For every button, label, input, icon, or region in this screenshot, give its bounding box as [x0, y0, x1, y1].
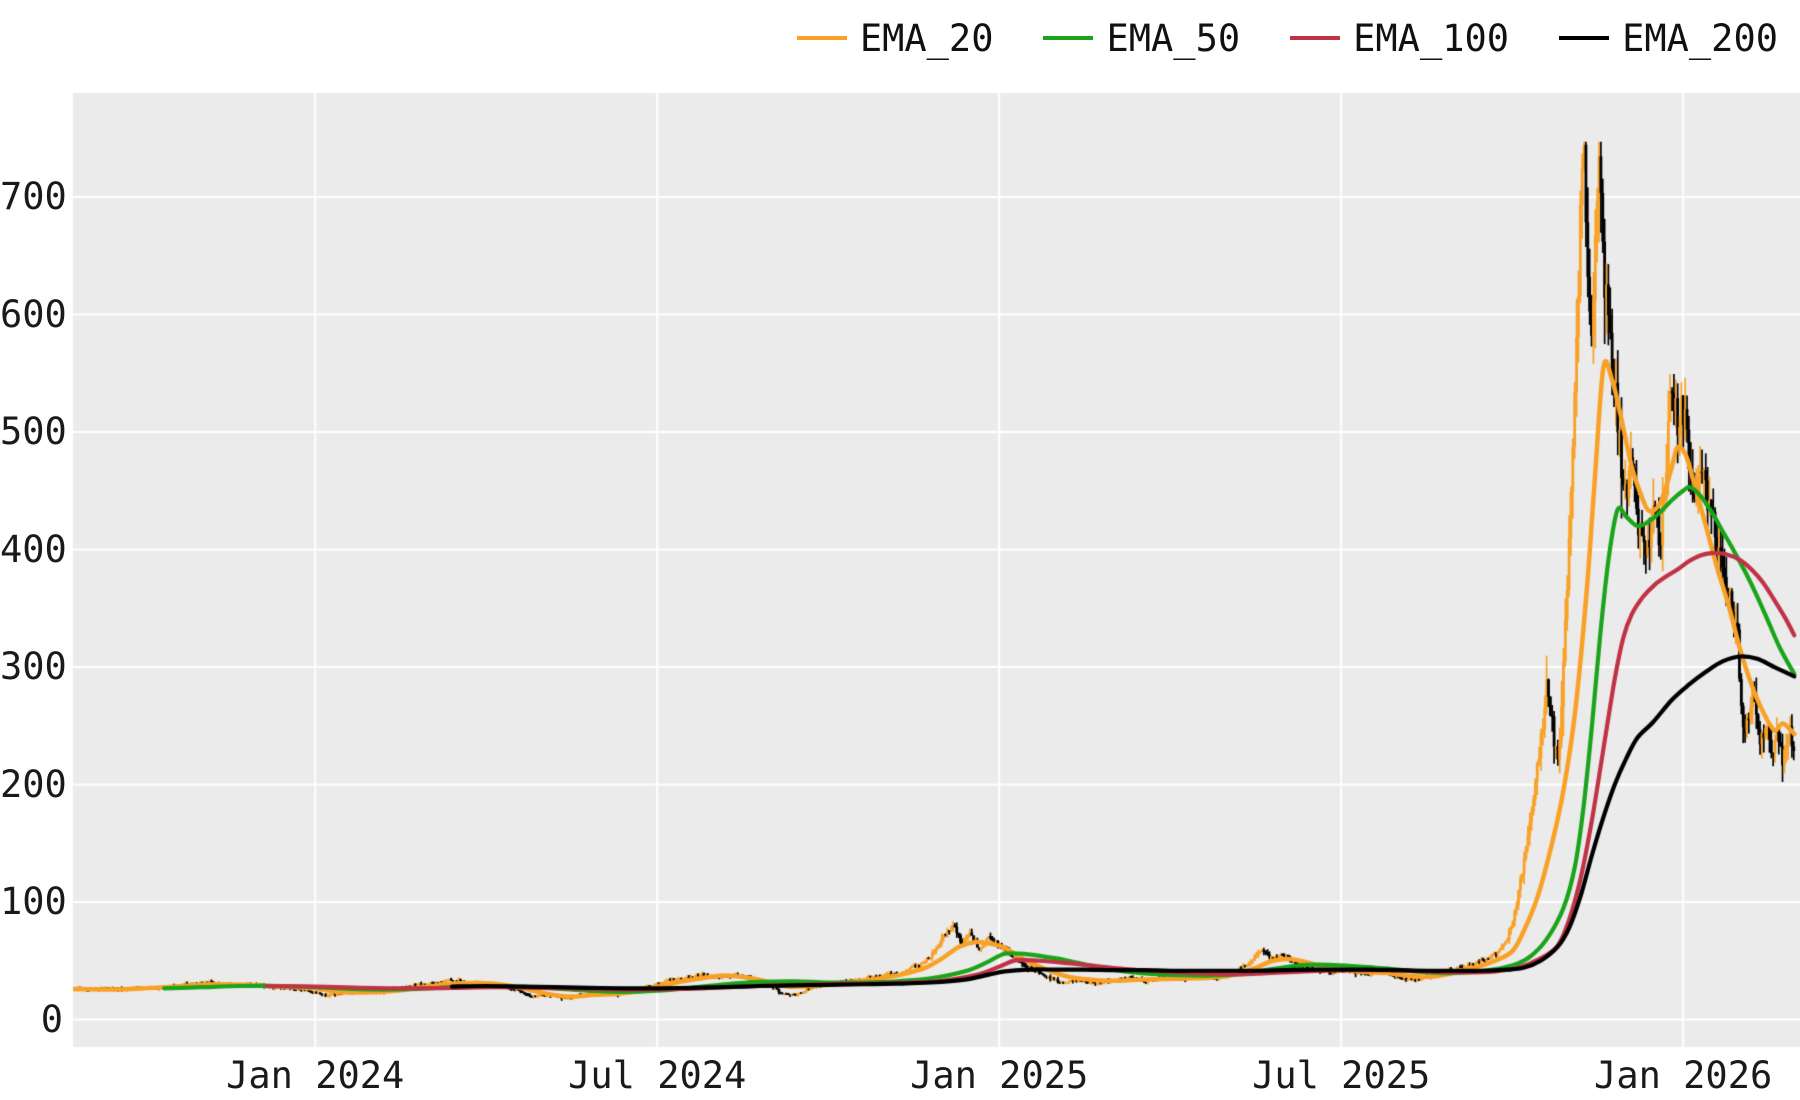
- ema20-line-swatch: [796, 35, 847, 41]
- legend-label-ema200: EMA_200: [1622, 16, 1778, 60]
- chart-legend: EMA_20 EMA_50 EMA_100 EMA_200: [796, 12, 1778, 64]
- y-axis-tick-label: 400: [0, 527, 67, 571]
- y-axis-tick-label: 600: [0, 292, 67, 336]
- x-axis-tick-label: Jan 2024: [226, 1054, 405, 1097]
- legend-entry-ema200: EMA_200: [1559, 17, 1778, 60]
- legend-label-ema20: EMA_20: [859, 16, 994, 60]
- ema50-line-swatch: [1043, 35, 1094, 41]
- y-axis-tick-label: 700: [0, 175, 67, 219]
- y-axis-tick-label: 300: [0, 645, 67, 689]
- legend-label-ema100: EMA_100: [1353, 16, 1510, 60]
- y-axis-tick-label: 100: [0, 880, 67, 924]
- y-axis-tick-label: 0: [40, 997, 63, 1041]
- x-axis-tick-label: Jan 2026: [1594, 1054, 1773, 1097]
- legend-label-ema50: EMA_50: [1106, 16, 1241, 60]
- x-axis-tick-label: Jan 2025: [910, 1054, 1089, 1097]
- legend-entry-ema20: EMA_20: [796, 16, 994, 60]
- x-axis-tick-label: Jul 2024: [568, 1054, 747, 1097]
- ema200-line-swatch: [1559, 35, 1610, 41]
- legend-entry-ema50: EMA_50: [1043, 17, 1240, 60]
- ema100-line-swatch: [1290, 35, 1341, 41]
- y-axis-tick-label: 500: [0, 410, 67, 454]
- y-axis-tick-label: 200: [0, 762, 67, 806]
- x-axis-tick-label: Jul 2025: [1252, 1054, 1431, 1097]
- legend-entry-ema100: EMA_100: [1290, 17, 1509, 60]
